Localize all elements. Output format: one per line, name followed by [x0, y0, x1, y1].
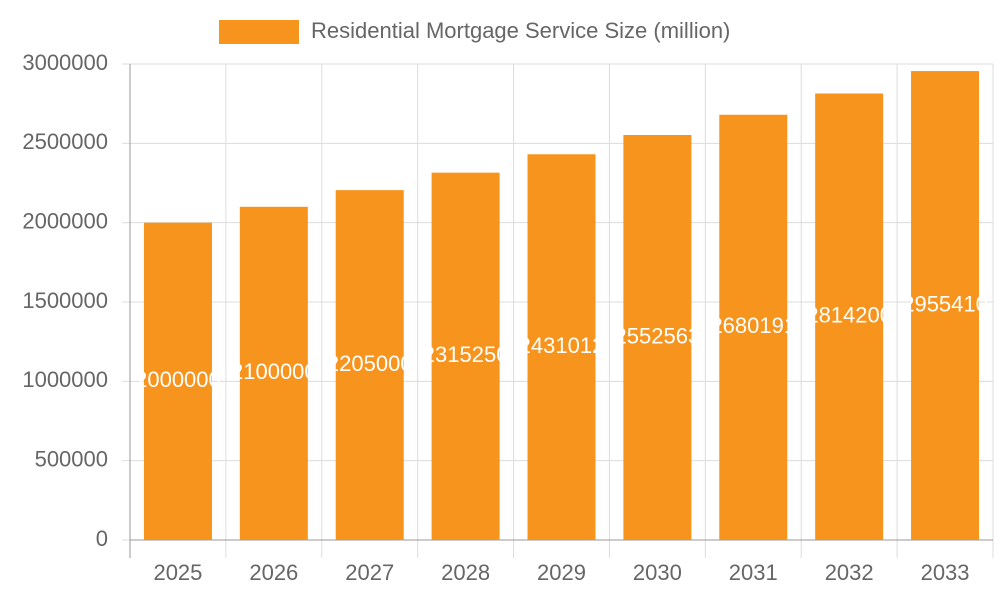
data-label: 2431012: [519, 333, 605, 358]
bar: [527, 154, 596, 541]
y-tick-label: 2000000: [22, 208, 108, 233]
bar: [719, 114, 788, 540]
x-tick-label: 2033: [921, 560, 970, 585]
data-label: 2000000: [135, 367, 221, 392]
bar: [239, 206, 308, 541]
y-tick-label: 1500000: [22, 288, 108, 313]
x-tick-label: 2031: [729, 560, 778, 585]
x-tick-label: 2030: [633, 560, 682, 585]
y-tick-label: 1000000: [22, 367, 108, 392]
bar: [815, 93, 884, 540]
data-label: 2955410: [902, 291, 988, 316]
bar: [143, 222, 212, 540]
y-tick-label: 3000000: [22, 50, 108, 75]
y-tick-label: 2500000: [22, 129, 108, 154]
bar: [623, 134, 692, 540]
x-tick-label: 2025: [153, 560, 202, 585]
bar: [335, 190, 404, 540]
y-tick-label: 0: [96, 526, 108, 551]
legend-label: Residential Mortgage Service Size (milli…: [311, 18, 730, 43]
data-label: 2205000: [327, 351, 413, 376]
x-tick-label: 2029: [537, 560, 586, 585]
legend-swatch: [219, 20, 299, 44]
data-label: 2552563: [615, 323, 701, 348]
y-tick-label: 500000: [35, 446, 108, 471]
data-label: 2814200: [806, 303, 892, 328]
x-tick-label: 2028: [441, 560, 490, 585]
bar: [431, 172, 500, 540]
x-tick-label: 2027: [345, 560, 394, 585]
x-tick-label: 2032: [825, 560, 874, 585]
x-tick-label: 2026: [249, 560, 298, 585]
data-label: 2680191: [710, 313, 796, 338]
data-label: 2315250: [423, 342, 509, 367]
bar: [911, 71, 980, 540]
data-label: 2100000: [231, 359, 317, 384]
